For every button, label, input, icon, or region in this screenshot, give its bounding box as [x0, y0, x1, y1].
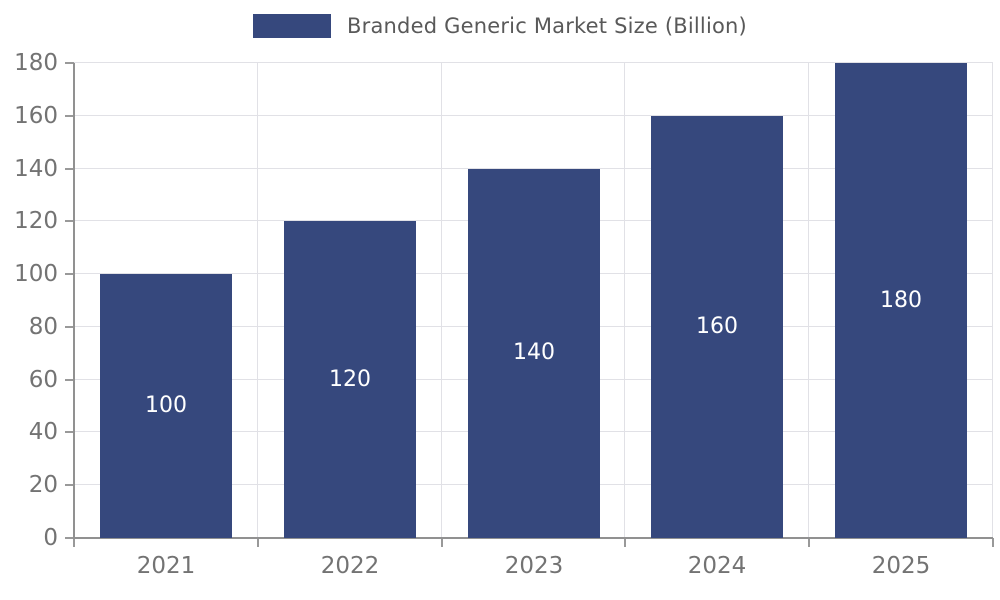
x-tick-mark	[440, 538, 443, 547]
y-axis-tick-label: 40	[28, 419, 58, 446]
y-gridline	[74, 114, 993, 116]
bar-value-label: 140	[513, 340, 555, 365]
y-tick-mark	[65, 378, 74, 381]
x-gridline	[624, 63, 626, 538]
y-tick-mark	[65, 220, 74, 223]
y-axis-tick-label: 60	[28, 366, 58, 393]
y-tick-mark	[65, 325, 74, 328]
y-axis-tick-label: 20	[28, 472, 58, 499]
x-axis-tick-label: 2023	[504, 553, 564, 579]
legend-label: Branded Generic Market Size (Billion)	[347, 14, 747, 38]
y-axis-tick-label: 100	[14, 261, 58, 288]
x-gridline	[808, 63, 810, 538]
bar-2023[interactable]	[468, 168, 600, 538]
y-tick-mark	[65, 62, 74, 64]
y-axis-line	[73, 63, 75, 538]
bar-value-label: 100	[145, 393, 187, 418]
legend-swatch	[253, 14, 332, 38]
y-tick-mark	[65, 273, 74, 276]
y-gridline	[74, 62, 993, 63]
bar-value-label: 160	[696, 314, 738, 339]
y-axis-tick-label: 80	[28, 313, 58, 340]
bar-value-label: 180	[880, 288, 922, 313]
y-tick-mark	[65, 537, 74, 539]
y-tick-mark	[65, 484, 74, 487]
x-axis-tick-label: 2024	[687, 553, 747, 579]
y-tick-mark	[65, 167, 74, 170]
y-axis-tick-label: 140	[14, 155, 58, 182]
bar-2025[interactable]	[835, 63, 967, 538]
y-axis-tick-label: 120	[14, 208, 58, 235]
bar-2024[interactable]	[651, 115, 783, 538]
x-gridline	[440, 63, 442, 538]
x-tick-mark	[73, 538, 75, 547]
x-tick-mark	[992, 538, 994, 547]
x-axis-line	[73, 537, 993, 539]
x-tick-mark	[808, 538, 811, 547]
y-tick-mark	[65, 114, 74, 117]
y-gridline	[74, 167, 993, 169]
x-gridline	[992, 63, 993, 538]
bar-2022[interactable]	[284, 221, 416, 538]
x-gridline	[256, 63, 258, 538]
bar-2021[interactable]	[100, 274, 232, 538]
y-axis-tick-label: 160	[14, 102, 58, 129]
x-tick-mark	[624, 538, 627, 547]
y-tick-mark	[65, 431, 74, 434]
bar-value-label: 120	[329, 367, 371, 392]
x-axis-tick-label: 2025	[871, 553, 931, 579]
x-axis-tick-label: 2021	[136, 553, 196, 579]
legend-item[interactable]: Branded Generic Market Size (Billion)	[0, 14, 1000, 38]
y-axis-tick-label: 0	[43, 525, 58, 551]
y-axis-tick-label: 180	[14, 50, 58, 76]
x-tick-mark	[256, 538, 259, 547]
x-axis-tick-label: 2022	[320, 553, 380, 579]
